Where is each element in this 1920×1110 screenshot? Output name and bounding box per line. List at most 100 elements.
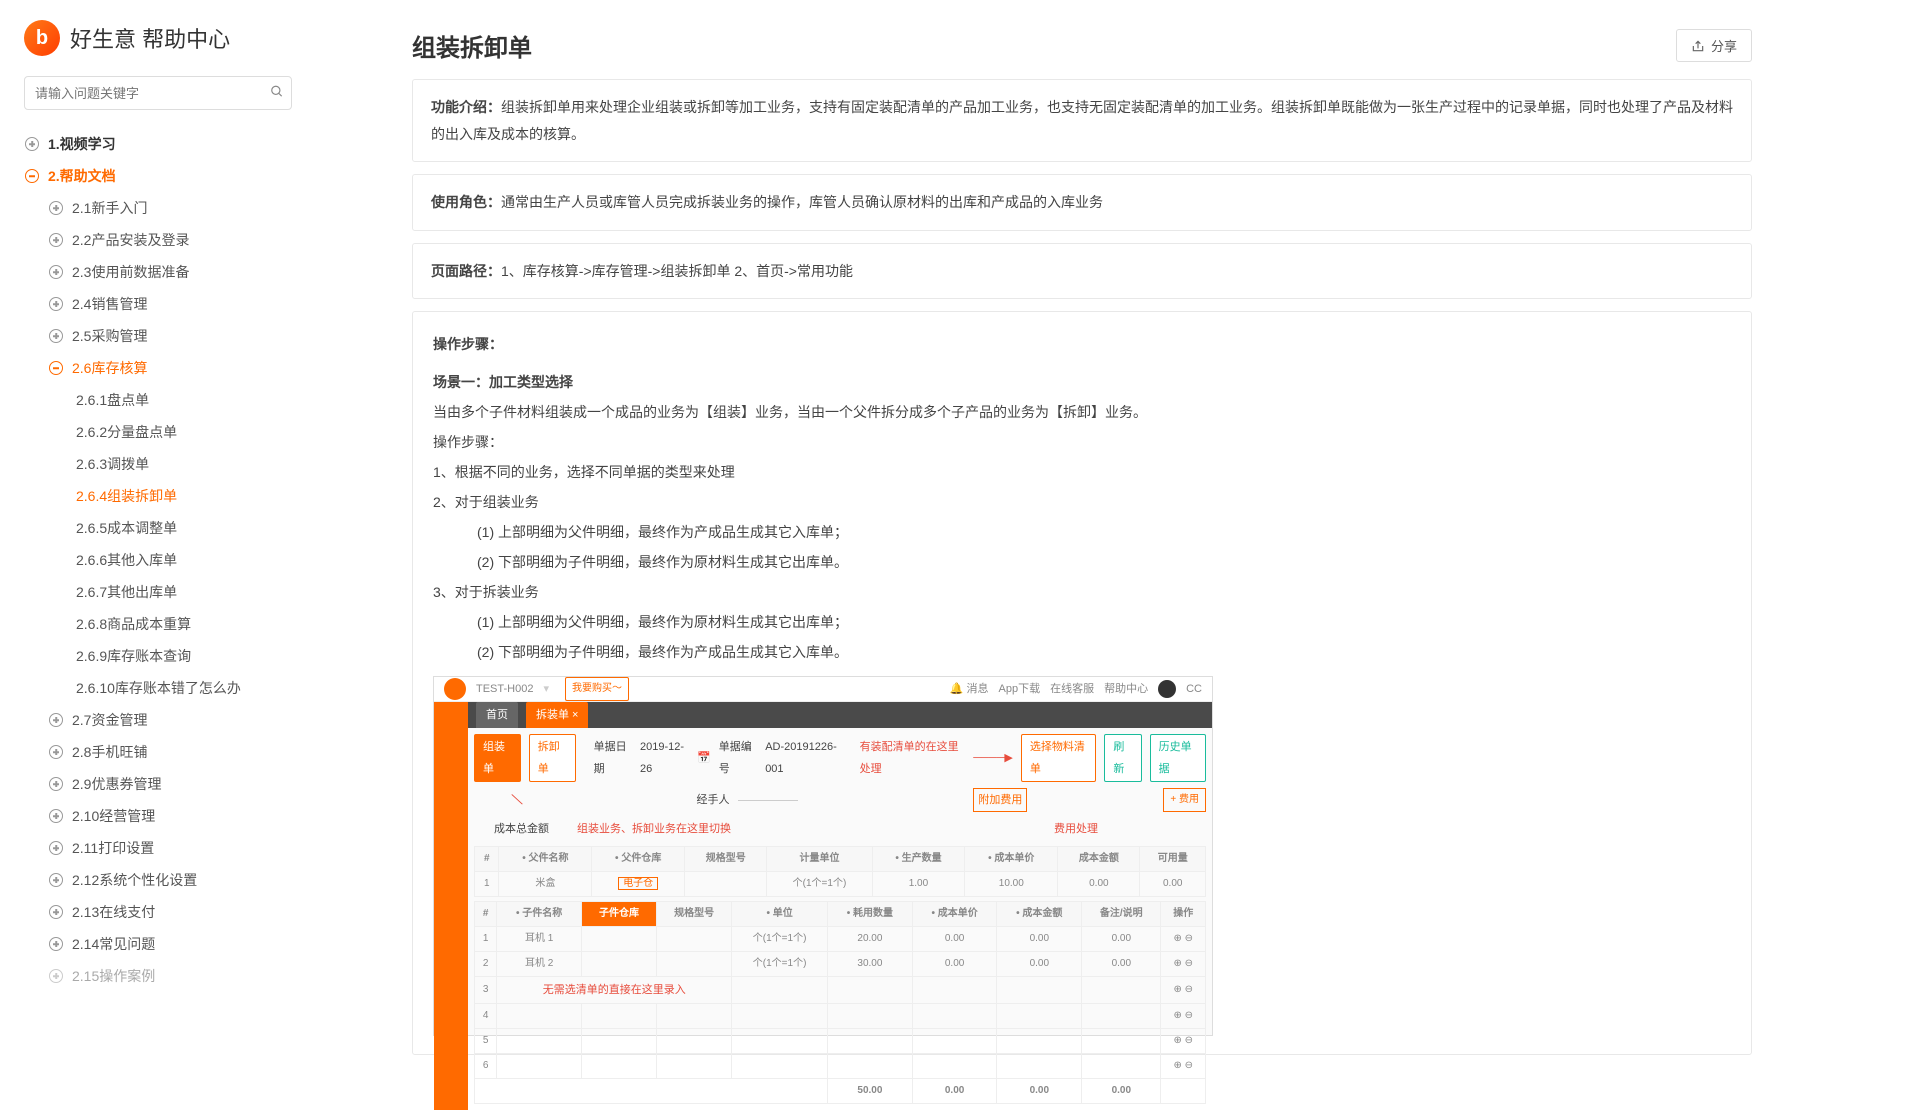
nav-2-1[interactable]: 2.1新手入门 — [48, 192, 292, 224]
nav-2-11[interactable]: 2.11打印设置 — [48, 832, 292, 864]
brand-title: 好生意 帮助中心 — [70, 22, 230, 54]
minus-icon — [24, 168, 40, 184]
nav-label: 1.视频学习 — [48, 128, 116, 160]
step-2a: (1) 上部明细为父件明细，最终作为产成品生成其它入库单； — [433, 518, 1731, 546]
ss-main: 首页 拆装单 × 组装单 拆卸单 单据日期 2019-12-26 📅 单据编号 … — [468, 702, 1212, 1110]
nav-2-6-4[interactable]: 2.6.4组装拆卸单 — [76, 480, 292, 512]
nav-2-6[interactable]: 2.6库存核算 — [48, 352, 292, 384]
nav-2-6-3[interactable]: 2.6.3调拨单 — [76, 448, 292, 480]
nav-2-6-10[interactable]: 2.6.10库存账本错了怎么办 — [76, 672, 292, 704]
ss-th: 操作 — [1161, 902, 1206, 927]
steps-heading: 操作步骤： — [433, 330, 1731, 358]
nav-2-6-1[interactable]: 2.6.1盘点单 — [76, 384, 292, 416]
nav-2-2[interactable]: 2.2产品安装及登录 — [48, 224, 292, 256]
ss-child-row: 2耳机 2个(1个=1个)30.000.000.000.00⊕ ⊖ — [475, 952, 1206, 977]
ss-arrow-icon: ────▶ — [973, 747, 1013, 769]
path-label: 页面路径： — [431, 263, 501, 279]
nav-label: 2.5采购管理 — [72, 320, 147, 352]
page-title: 组装拆卸单 — [412, 28, 532, 63]
nav-label: 2.11打印设置 — [72, 832, 154, 864]
plus-icon — [24, 136, 40, 152]
intro-label: 功能介绍： — [431, 99, 501, 115]
ss-logo-icon — [444, 678, 466, 700]
ss-app-download: App下载 — [999, 678, 1041, 700]
ss-red-note-1: 有装配清单的在这里处理 — [860, 736, 966, 780]
ss-handler-label: 经手人 — [697, 789, 730, 811]
nav-2-9[interactable]: 2.9优惠券管理 — [48, 768, 292, 800]
nav-2-5[interactable]: 2.5采购管理 — [48, 320, 292, 352]
role-label: 使用角色： — [431, 194, 501, 210]
nav-2-6-2[interactable]: 2.6.2分量盘点单 — [76, 416, 292, 448]
ss-th: # — [475, 847, 499, 872]
ss-select-material-btn: 选择物料清单 — [1021, 734, 1097, 782]
ss-th: • 成本单价 — [965, 847, 1058, 872]
plus-icon — [48, 840, 64, 856]
nav-label: 2.7资金管理 — [72, 704, 147, 736]
nav-2-14[interactable]: 2.14常见问题 — [48, 928, 292, 960]
step-1: 1、根据不同的业务，选择不同单据的类型来处理 — [433, 458, 1731, 486]
ss-sidebar — [434, 702, 468, 1110]
step-2b: (2) 下部明细为子件明细，最终作为原材料生成其它出库单。 — [433, 548, 1731, 576]
nav-2-6-7[interactable]: 2.6.7其他出库单 — [76, 576, 292, 608]
nav-2-4[interactable]: 2.4销售管理 — [48, 288, 292, 320]
ss-child-row: 3无需选清单的直接在这里录入⊕ ⊖ — [475, 977, 1206, 1004]
ss-th: • 单位 — [732, 902, 828, 927]
ss-parent-row: 1 米盒 电子仓 个(1个=1个) 1.00 10.00 0.00 0.00 — [475, 872, 1206, 897]
plus-icon — [48, 744, 64, 760]
nav-help-docs[interactable]: 2.帮助文档 — [24, 160, 292, 192]
plus-icon — [48, 328, 64, 344]
ss-date-value: 2019-12-26 — [640, 736, 689, 780]
nav-label: 2.13在线支付 — [72, 896, 155, 928]
nav-label: 2.6库存核算 — [72, 352, 147, 384]
search-input[interactable] — [24, 76, 292, 110]
minus-icon — [48, 360, 64, 376]
ss-child-row: 6⊕ ⊖ — [475, 1054, 1206, 1079]
ss-red-note-3: 费用处理 — [1054, 818, 1098, 840]
nav-2-13[interactable]: 2.13在线支付 — [48, 896, 292, 928]
nav-2-8[interactable]: 2.8手机旺铺 — [48, 736, 292, 768]
ss-th: • 生产数量 — [872, 847, 965, 872]
ss-child-row: 1耳机 1个(1个=1个)20.000.000.000.00⊕ ⊖ — [475, 927, 1206, 952]
nav-2-15[interactable]: 2.15操作案例 — [48, 960, 292, 992]
nav-video-learning[interactable]: 1.视频学习 — [24, 128, 292, 160]
nav-2-6-5[interactable]: 2.6.5成本调整单 — [76, 512, 292, 544]
ss-tab-home: 首页 — [476, 702, 518, 728]
nav-2-3[interactable]: 2.3使用前数据准备 — [48, 256, 292, 288]
ss-fee-btn: + 费用 — [1163, 788, 1206, 812]
ss-th: 成本金额 — [1058, 847, 1140, 872]
ss-help-center: 帮助中心 — [1104, 678, 1148, 700]
share-button[interactable]: 分享 — [1676, 29, 1752, 62]
ss-child-row: 4⊕ ⊖ — [475, 1004, 1206, 1029]
intro-text: 组装拆卸单用来处理企业组装或拆卸等加工业务，支持有固定装配清单的产品加工业务，也… — [431, 99, 1733, 142]
ss-th: 规格型号 — [685, 847, 767, 872]
plus-icon — [48, 808, 64, 824]
scene-heading: 场景一：加工类型选择 — [433, 368, 1731, 396]
search-icon[interactable] — [270, 85, 284, 102]
brand-logo-icon: b — [24, 20, 60, 56]
nav-2-7[interactable]: 2.7资金管理 — [48, 704, 292, 736]
ss-history-btn: 历史单据 — [1150, 734, 1206, 782]
ss-child-table: # • 子件名称 子件仓库 规格型号 • 单位 • 耗用数量 • 成本单价 • … — [474, 901, 1206, 1104]
ss-th: 子件仓库 — [582, 902, 657, 927]
ss-arrow-icon: ╲ — [510, 789, 524, 812]
ss-tenant-code: TEST-H002 — [476, 678, 533, 700]
search-box — [24, 76, 292, 110]
nav-label: 2.15操作案例 — [72, 960, 155, 992]
ss-th: • 父件名称 — [499, 847, 592, 872]
nav-label: 2.3使用前数据准备 — [72, 256, 189, 288]
ss-th: 备注/说明 — [1082, 902, 1161, 927]
nav-2-6-9[interactable]: 2.6.9库存账本查询 — [76, 640, 292, 672]
nav-2-6-8[interactable]: 2.6.8商品成本重算 — [76, 608, 292, 640]
nav-2-6-6[interactable]: 2.6.6其他入库单 — [76, 544, 292, 576]
ss-refresh-btn: 刷新 — [1104, 734, 1141, 782]
plus-icon — [48, 936, 64, 952]
ss-red-note-2: 组装业务、拆卸业务在这里切换 — [577, 818, 731, 840]
nav-2-10[interactable]: 2.10经营管理 — [48, 800, 292, 832]
plus-icon — [48, 712, 64, 728]
ss-th: • 成本金额 — [997, 902, 1082, 927]
sidebar: b 好生意 帮助中心 1.视频学习 2.帮助文档 2.1新手入门 2.2产 — [0, 0, 312, 1095]
ss-topbar: TEST-H002 ▾ 我要购买～ 🔔 消息 App下载 在线客服 帮助中心 C… — [434, 677, 1212, 702]
nav-label: 2.4销售管理 — [72, 288, 147, 320]
step-3a: (1) 上部明细为父件明细，最终作为原材料生成其它出库单； — [433, 608, 1731, 636]
nav-2-12[interactable]: 2.12系统个性化设置 — [48, 864, 292, 896]
